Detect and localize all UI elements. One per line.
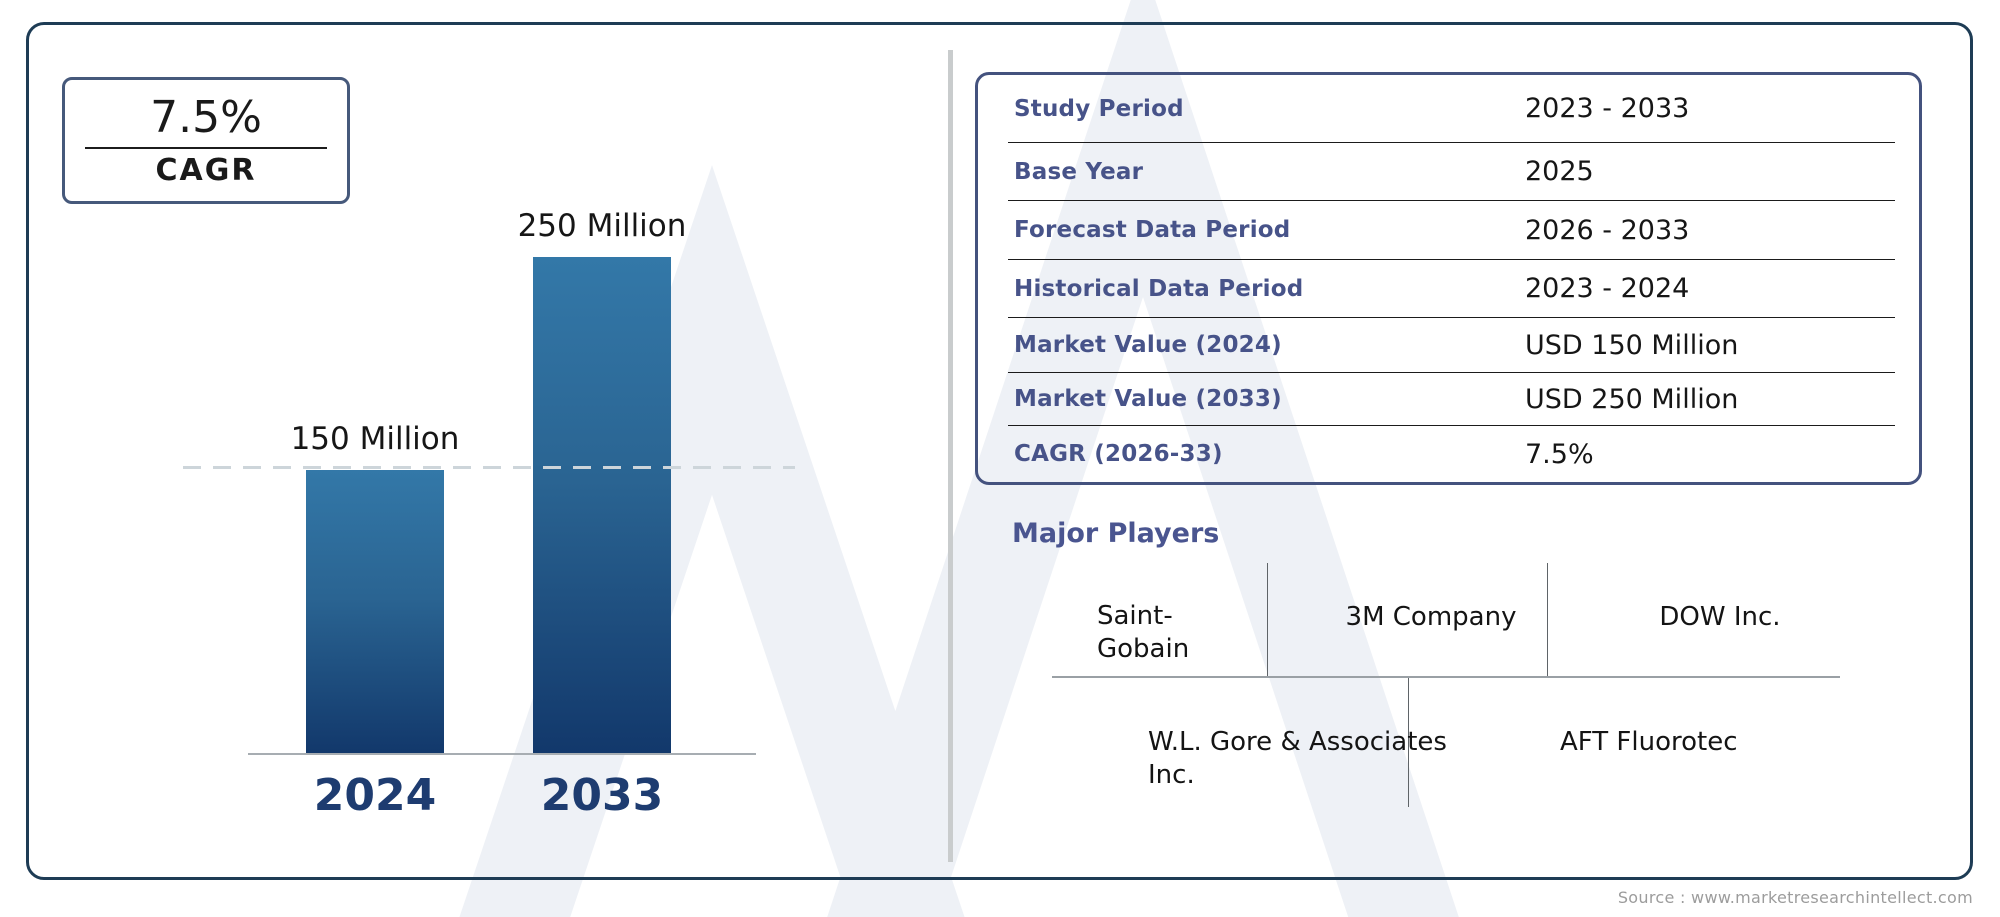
cagr-divider-line xyxy=(85,147,327,150)
table-row: Market Value (2033) USD 250 Million xyxy=(1008,373,1895,426)
table-row-value: USD 250 Million xyxy=(1525,383,1739,415)
table-row-value: 2025 xyxy=(1525,156,1594,187)
study-info-table: Study Period 2023 - 2033 Base Year 2025 … xyxy=(975,72,1922,485)
table-row: Forecast Data Period 2026 - 2033 xyxy=(1008,201,1895,260)
player-aft-fluorotec: AFT Fluorotec xyxy=(1560,727,1738,757)
table-row-label: Study Period xyxy=(1014,95,1184,122)
table-row-label: Forecast Data Period xyxy=(1014,217,1291,243)
table-row-label: Base Year xyxy=(1014,158,1144,185)
panel-divider xyxy=(948,50,953,862)
players-grid-vline xyxy=(1547,563,1548,677)
players-grid-vline xyxy=(1267,563,1268,677)
source-attribution: Source : www.marketresearchintellect.com xyxy=(1617,888,1973,907)
bar-value-label-2033: 250 Million xyxy=(517,208,687,244)
player-3m-company: 3M Company xyxy=(1345,602,1517,632)
players-grid-hline xyxy=(1052,676,1840,678)
category-label-2033: 2033 xyxy=(540,770,664,821)
table-row: Base Year 2025 xyxy=(1008,143,1895,201)
category-label-2024: 2024 xyxy=(313,770,437,821)
reference-dashed-line xyxy=(183,466,795,469)
table-row-label: CAGR (2026-33) xyxy=(1014,441,1223,467)
major-players-title: Major Players xyxy=(1012,518,1220,549)
bar-value-label-2024: 150 Million xyxy=(290,421,460,457)
cagr-badge: 7.5% CAGR xyxy=(62,77,350,204)
table-row: Study Period 2023 - 2033 xyxy=(1008,75,1895,143)
table-row-label: Market Value (2024) xyxy=(1014,332,1282,358)
cagr-label: CAGR xyxy=(155,153,257,189)
player-saint-gobain: Saint-Gobain xyxy=(1097,601,1190,664)
table-row: Market Value (2024) USD 150 Million xyxy=(1008,318,1895,373)
table-row-value: 2023 - 2024 xyxy=(1525,273,1690,304)
table-row-label: Market Value (2033) xyxy=(1014,386,1282,412)
table-row: Historical Data Period 2023 - 2024 xyxy=(1008,260,1895,318)
x-axis-line xyxy=(248,753,756,755)
bar-2033 xyxy=(533,257,671,754)
players-grid-vline xyxy=(1408,678,1409,807)
table-row-value: 2023 - 2033 xyxy=(1525,93,1690,124)
bar-2024 xyxy=(306,470,444,754)
table-row-value: 7.5% xyxy=(1525,438,1594,470)
outer-frame xyxy=(26,22,1973,880)
table-row: CAGR (2026-33) 7.5% xyxy=(1008,426,1895,482)
table-row-label: Historical Data Period xyxy=(1014,275,1304,302)
table-row-value: 2026 - 2033 xyxy=(1525,214,1690,246)
player-dow-inc: DOW Inc. xyxy=(1659,602,1781,632)
cagr-value: 7.5% xyxy=(150,91,262,143)
player-wl-gore: W.L. Gore & Associates Inc. xyxy=(1148,727,1447,790)
table-row-value: USD 150 Million xyxy=(1525,329,1739,361)
